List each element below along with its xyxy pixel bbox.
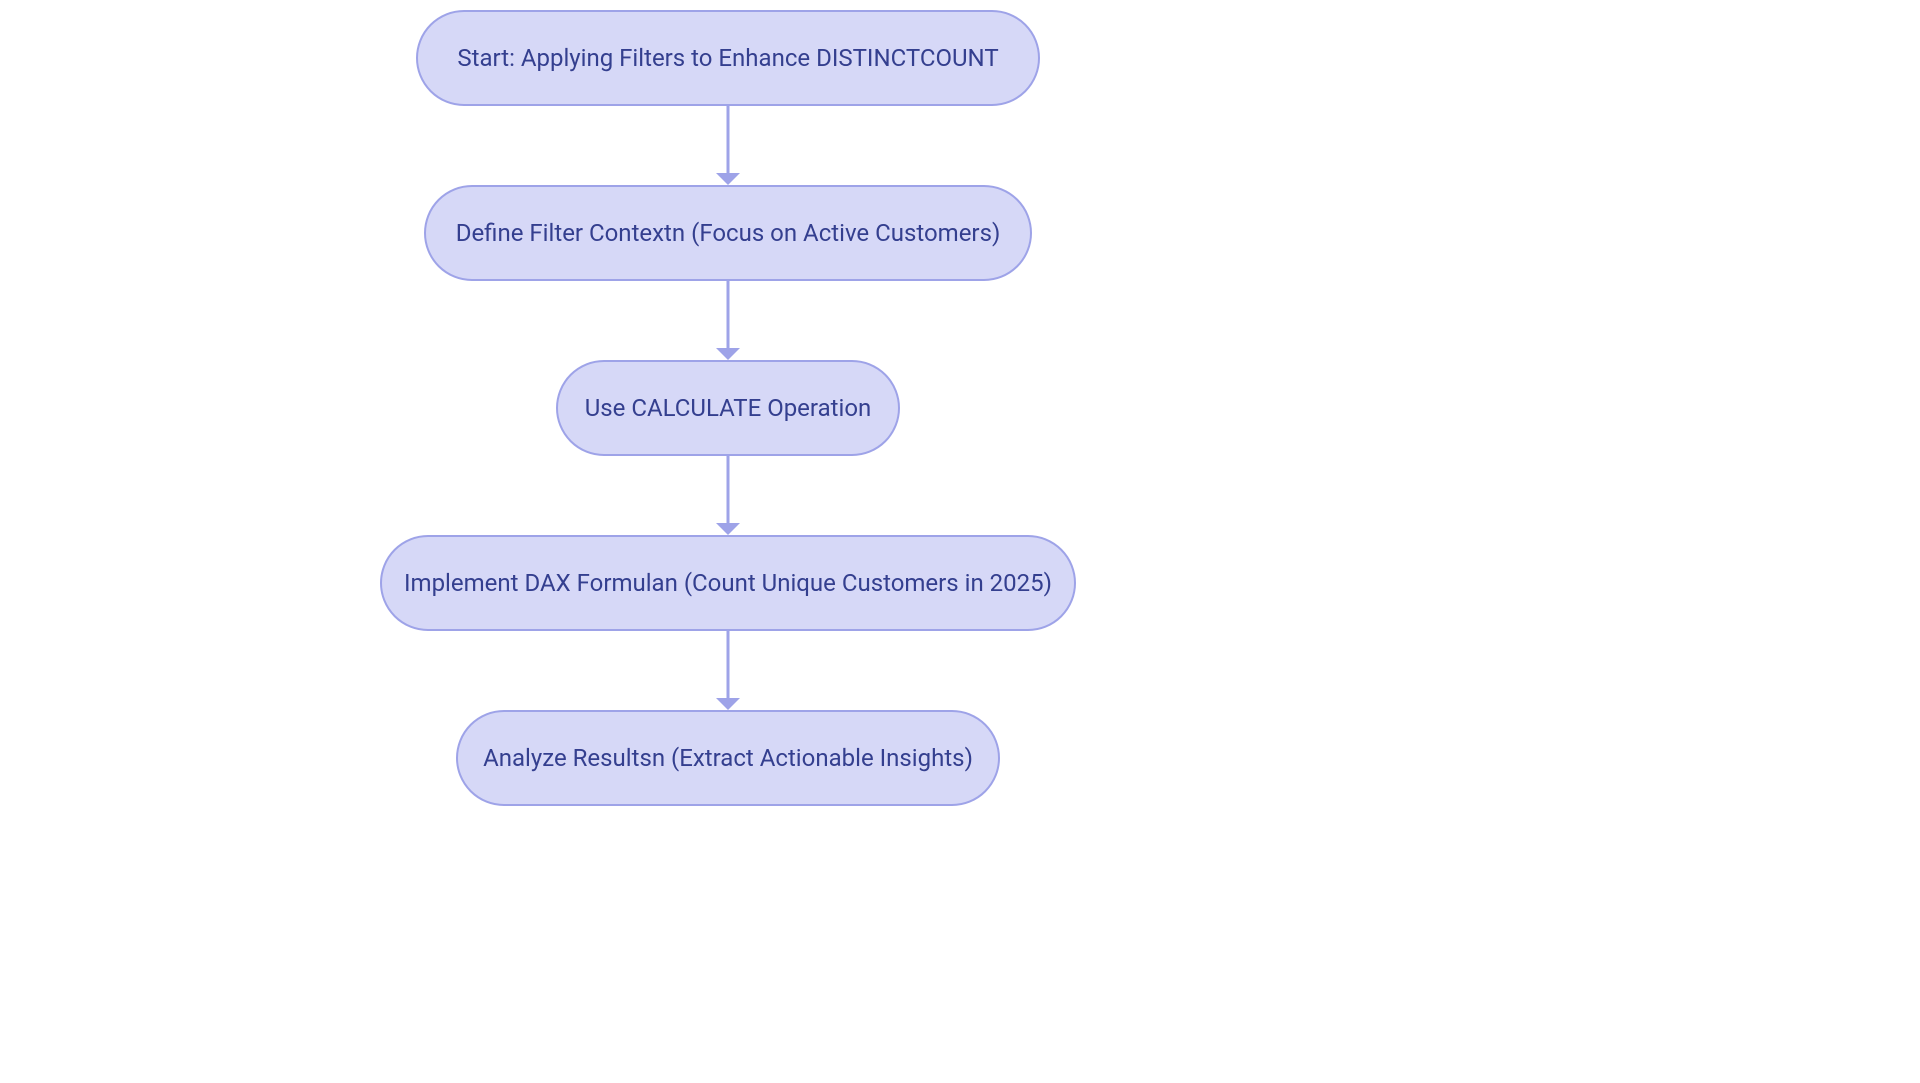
flow-node-n1: Start: Applying Filters to Enhance DISTI…: [416, 10, 1040, 106]
flow-node-n3: Use CALCULATE Operation: [556, 360, 900, 456]
flow-node-n5: Analyze Resultsn (Extract Actionable Ins…: [456, 710, 1000, 806]
flow-node-n4: Implement DAX Formulan (Count Unique Cus…: [380, 535, 1076, 631]
flow-arrow-n2-n3: [727, 281, 730, 348]
flow-arrow-n3-n4: [727, 456, 730, 523]
flow-arrowhead: [716, 698, 740, 710]
flow-arrowhead: [716, 173, 740, 185]
flow-arrowhead: [716, 523, 740, 535]
flow-node-label: Analyze Resultsn (Extract Actionable Ins…: [483, 744, 973, 772]
flow-arrow-n4-n5: [727, 631, 730, 698]
flow-node-label: Use CALCULATE Operation: [585, 394, 872, 422]
flow-node-label: Implement DAX Formulan (Count Unique Cus…: [404, 569, 1052, 597]
flow-node-n2: Define Filter Contextn (Focus on Active …: [424, 185, 1032, 281]
flow-arrow-n1-n2: [727, 106, 730, 173]
flowchart-canvas: Start: Applying Filters to Enhance DISTI…: [0, 0, 1920, 1083]
flow-node-label: Define Filter Contextn (Focus on Active …: [456, 219, 1001, 247]
flow-node-label: Start: Applying Filters to Enhance DISTI…: [457, 44, 998, 72]
flow-arrowhead: [716, 348, 740, 360]
